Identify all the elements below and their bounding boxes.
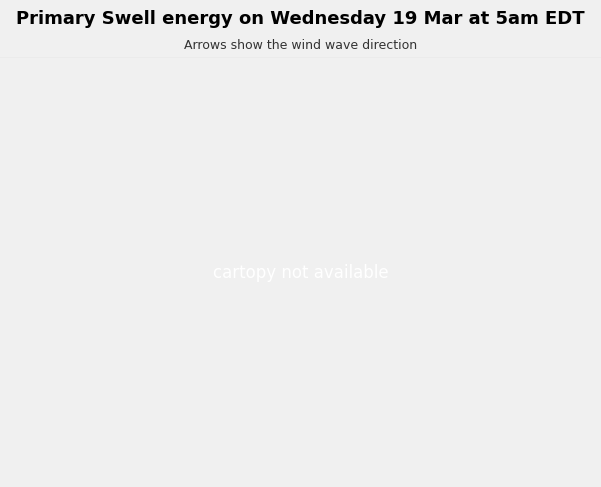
Text: cartopy not available: cartopy not available xyxy=(213,264,388,281)
Text: Arrows show the wind wave direction: Arrows show the wind wave direction xyxy=(184,39,417,52)
Text: Primary Swell energy on Wednesday 19 Mar at 5am EDT: Primary Swell energy on Wednesday 19 Mar… xyxy=(16,10,585,28)
